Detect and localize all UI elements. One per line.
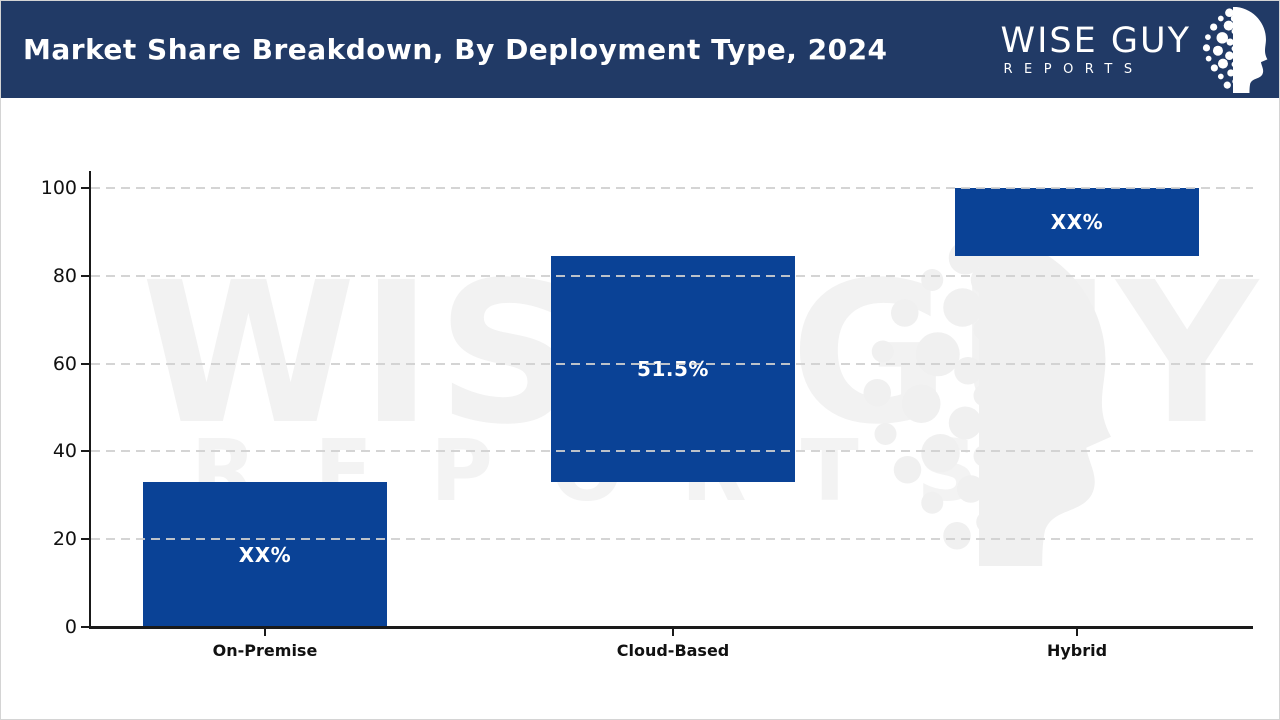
- y-tick-mark: [81, 187, 89, 189]
- x-tick-mark: [672, 629, 674, 636]
- y-tick-mark: [81, 538, 89, 541]
- y-tick-label: 0: [64, 616, 77, 638]
- gridline-60: [91, 362, 1253, 365]
- x-category-label-cloud-based: Cloud-Based: [616, 641, 730, 660]
- bar-value-label: XX%: [238, 542, 292, 567]
- y-tick-label: 40: [52, 440, 77, 463]
- y-tick-mark: [81, 274, 89, 277]
- y-tick-label: 100: [40, 177, 77, 199]
- x-category-label-hybrid: Hybrid: [1046, 641, 1108, 660]
- bar-segment-hybrid: XX%: [955, 188, 1199, 257]
- gridline-20: [91, 538, 1253, 541]
- x-tick-mark: [1076, 629, 1078, 636]
- gridline-80: [91, 274, 1253, 277]
- logo-text: WISE GUY REPORTS: [1000, 20, 1191, 77]
- x-category-label-on-premise: On-Premise: [212, 641, 318, 660]
- dotted-head-icon: [1202, 6, 1268, 93]
- wise-guy-reports-logo: WISE GUY REPORTS: [1000, 6, 1279, 93]
- header-bar: Market Share Breakdown, By Deployment Ty…: [1, 1, 1279, 98]
- bar-value-label: 51.5%: [637, 357, 709, 382]
- y-tick-label: 60: [52, 352, 77, 375]
- page-title: Market Share Breakdown, By Deployment Ty…: [23, 33, 888, 66]
- y-tick-mark: [81, 450, 89, 453]
- y-tick-mark: [81, 626, 89, 628]
- x-tick-mark: [264, 629, 266, 636]
- bar-segment-cloud-based: 51.5%: [551, 256, 795, 483]
- x-axis-line: [89, 626, 1253, 629]
- bar-segment-on-premise: XX%: [143, 482, 387, 627]
- logo-wordmark: WISE GUY: [1000, 20, 1191, 61]
- y-tick-label: 80: [52, 264, 77, 287]
- y-tick-label: 20: [52, 528, 77, 551]
- gridline-100: [91, 187, 1253, 189]
- logo-subtitle: REPORTS: [1003, 61, 1144, 77]
- watermark-head-icon: [863, 236, 1111, 566]
- y-axis-line: [89, 171, 91, 629]
- y-tick-mark: [81, 362, 89, 365]
- gridline-40: [91, 450, 1253, 453]
- bar-value-label: XX%: [1050, 210, 1104, 235]
